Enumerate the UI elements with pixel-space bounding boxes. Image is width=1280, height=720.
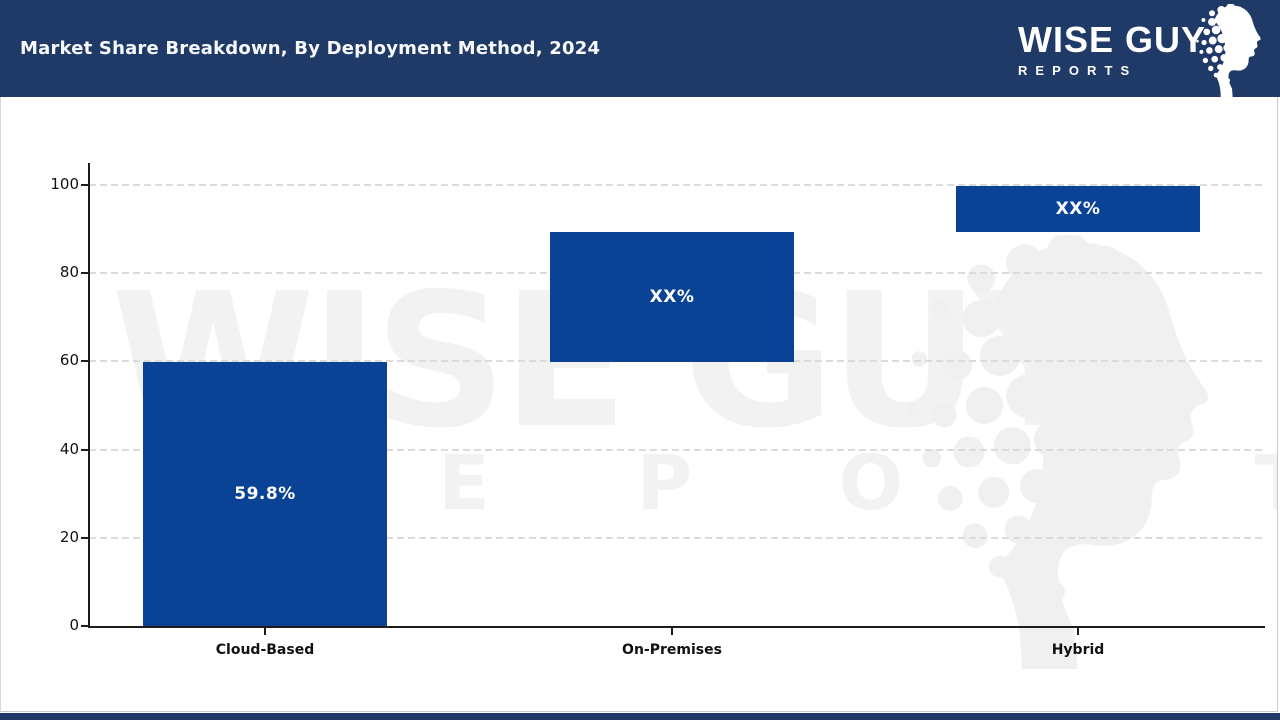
y-tick-mark xyxy=(81,183,88,186)
page-title: Market Share Breakdown, By Deployment Me… xyxy=(20,38,601,59)
gridline xyxy=(89,448,1265,451)
x-axis-label-hybrid: Hybrid xyxy=(1051,642,1105,658)
chart-area: WISE GUY R E P O R T S 02040608010059.8%… xyxy=(0,97,1278,712)
bar-hybrid: XX% xyxy=(956,185,1200,232)
bar-value-label: XX% xyxy=(649,286,695,307)
x-axis-label-cloud-based: Cloud-Based xyxy=(215,642,315,658)
header-bar: Market Share Breakdown, By Deployment Me… xyxy=(0,0,1280,97)
bar-value-label: XX% xyxy=(1055,198,1101,219)
bar-on-premises: XX% xyxy=(550,231,794,363)
x-tick-mark xyxy=(1077,628,1079,635)
y-tick-mark xyxy=(81,625,88,627)
y-tick-label: 40 xyxy=(59,439,79,458)
y-tick-label: 20 xyxy=(59,527,79,546)
bar-cloud-based: 59.8% xyxy=(143,362,387,626)
footer-bar xyxy=(0,713,1280,720)
brand-subtitle: REPORTS xyxy=(1017,63,1138,78)
brand-name: WISE GUY xyxy=(1017,19,1206,60)
gridline xyxy=(89,183,1265,186)
brand-text: WISE GUY REPORTS xyxy=(1017,19,1206,79)
bar-chart: 0 20 40 60 80 100 59.8% Cloud-Based XX% On-Premis… xyxy=(1,97,1277,711)
x-axis-label-on-premises: On-Premises xyxy=(622,642,722,658)
y-tick-mark xyxy=(81,448,88,451)
x-axis-line xyxy=(88,626,1265,628)
y-tick-label: 100 xyxy=(50,174,79,193)
y-tick-label: 0 xyxy=(69,616,79,634)
y-tick-mark xyxy=(81,272,88,275)
y-tick-mark xyxy=(81,360,88,363)
brand-logo: WISE GUY REPORTS xyxy=(1017,3,1270,97)
bar-value-label: 59.8% xyxy=(234,484,296,505)
x-tick-mark xyxy=(671,628,673,635)
y-tick-label: 80 xyxy=(59,263,79,282)
y-tick-label: 60 xyxy=(59,351,79,370)
y-axis-line xyxy=(88,163,90,628)
gridline xyxy=(89,536,1265,539)
y-tick-mark xyxy=(81,536,88,539)
x-tick-mark xyxy=(264,628,266,635)
